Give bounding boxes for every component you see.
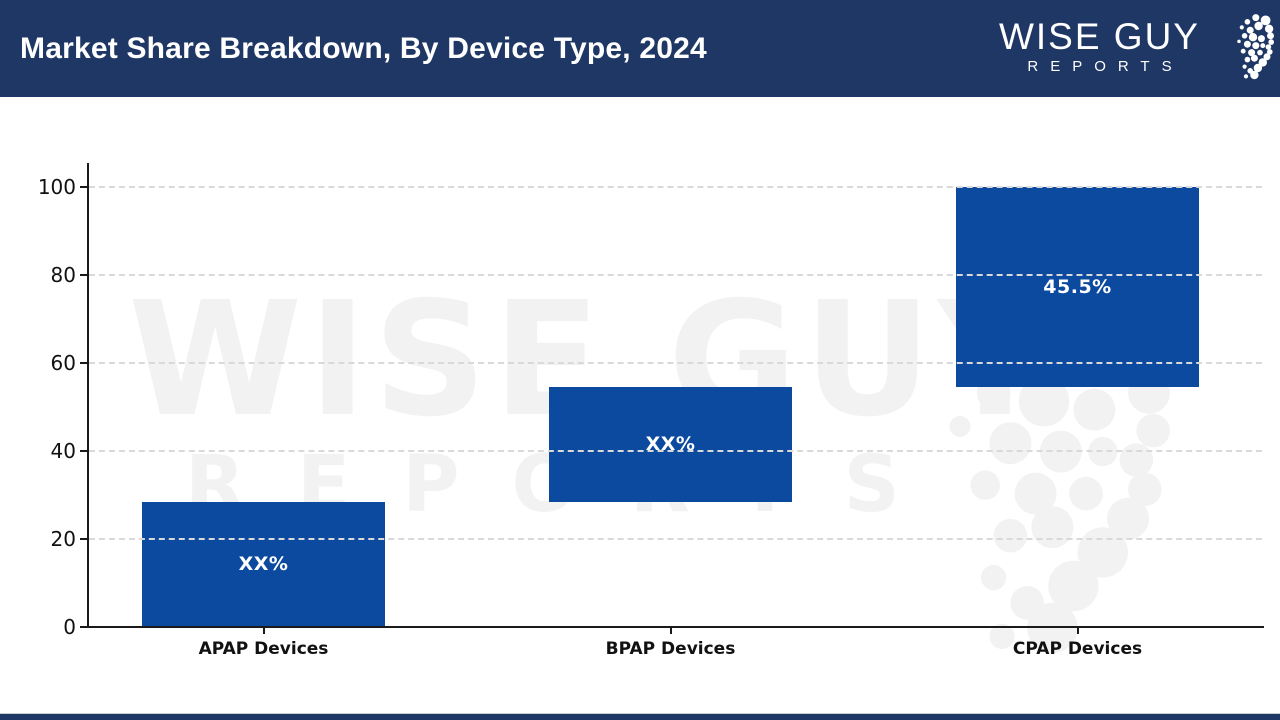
x-tick-mark: [262, 628, 265, 634]
y-tick-mark: [80, 450, 87, 452]
gridline-80: [89, 274, 1262, 276]
brand-logo: WISE GUY REPORTS: [999, 6, 1274, 88]
brand-name: WISE GUY: [998, 16, 1200, 57]
x-category-label: BPAP Devices: [605, 639, 736, 659]
y-axis-spine: [87, 163, 89, 628]
x-category-label: APAP Devices: [198, 639, 329, 659]
gridline-100: [89, 186, 1262, 188]
bar-value-label: XX%: [238, 553, 289, 576]
bar-bpap-devices: XX%: [549, 387, 792, 502]
y-tick-mark: [80, 626, 87, 628]
y-tick-label: 40: [50, 439, 76, 463]
bar-apap-devices: XX%: [142, 501, 385, 627]
brand-subname: REPORTS: [1027, 58, 1184, 75]
x-category-label: CPAP Devices: [1012, 639, 1143, 659]
y-tick-mark: [80, 186, 87, 188]
footer-bar: [0, 713, 1280, 720]
x-tick-mark: [669, 628, 672, 634]
x-axis-spine: [87, 626, 1264, 628]
y-tick-mark: [80, 362, 87, 364]
page-title: Market Share Breakdown, By Device Type, …: [20, 31, 707, 65]
y-tick-label: 80: [50, 263, 76, 287]
y-tick-label: 0: [63, 615, 76, 639]
y-tick-mark: [80, 274, 87, 276]
y-tick-label: 100: [37, 175, 76, 199]
bar-cpap-devices: 45.5%: [956, 187, 1199, 388]
gridline-40: [89, 450, 1262, 452]
y-tick-label: 20: [50, 527, 76, 551]
y-tick-label: 60: [50, 351, 76, 375]
brand-logo-text: WISE GUY REPORTS: [999, 17, 1200, 77]
bar-value-label: XX%: [645, 433, 696, 456]
gridline-20: [89, 538, 1262, 540]
gridline-60: [89, 362, 1262, 364]
bar-value-label: 45.5%: [1043, 276, 1112, 299]
x-tick-mark: [1076, 628, 1079, 634]
y-tick-mark: [80, 538, 87, 540]
header-bar: Market Share Breakdown, By Device Type, …: [0, 0, 1280, 97]
